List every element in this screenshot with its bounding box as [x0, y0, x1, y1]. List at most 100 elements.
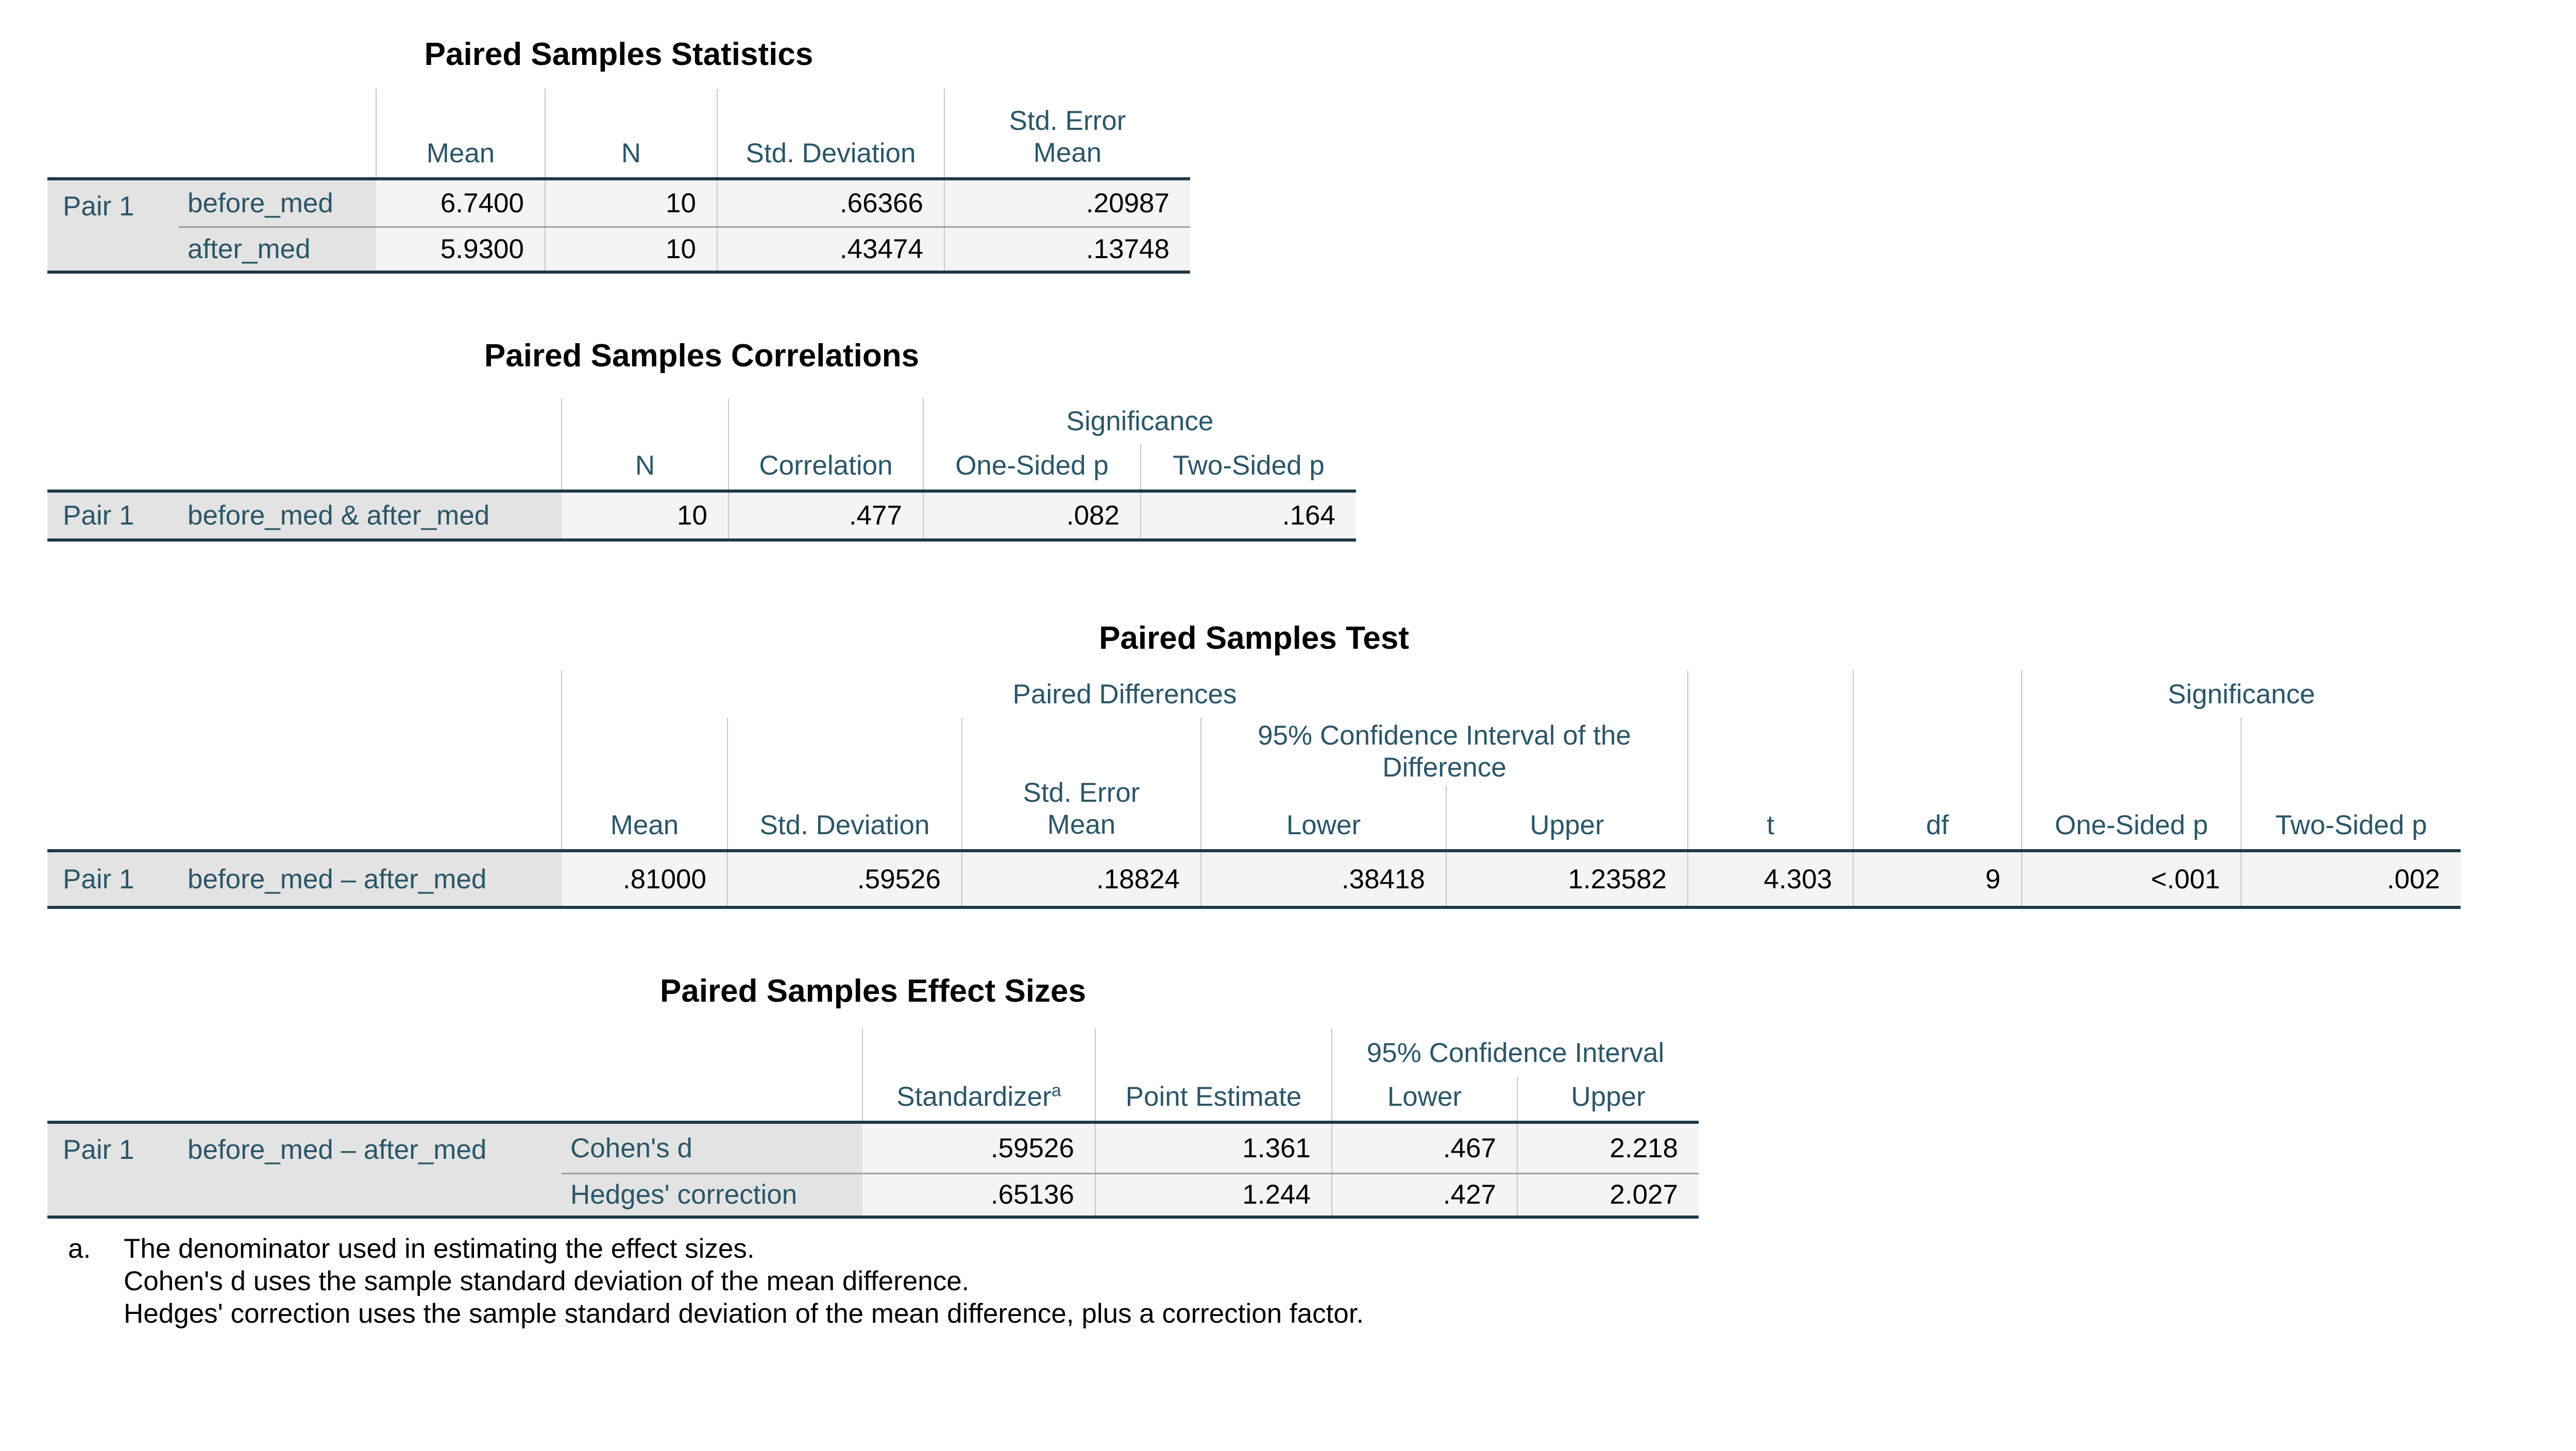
- paired-samples-correlations-table: N Correlation Significance One-Sided p T…: [47, 398, 1356, 542]
- t3-header-upper: Upper: [1445, 786, 1688, 851]
- t1-after-std-error-mean: .13748: [944, 226, 1190, 272]
- t2-header-one-sided-p: One-Sided p: [923, 444, 1141, 491]
- t3-df-value: 9: [1853, 849, 2022, 907]
- t1-before-n: 10: [545, 177, 717, 227]
- paired-samples-statistics-section: Paired Samples Statistics Mean N Std. De…: [47, 36, 1190, 274]
- t2-two-sided-p-value: .164: [1140, 490, 1356, 540]
- paired-samples-test-table: Paired Differences Significance Std. Err…: [47, 670, 2461, 909]
- t3-header-row-3: Mean Std. Deviation Lower Upper t df One…: [47, 786, 2461, 851]
- t3-one-sided-p-value: <.001: [2021, 849, 2242, 907]
- t3-header-row-2: Std. Error Mean 95% Confidence Interval …: [47, 718, 2461, 851]
- t1-before-mean: 6.7400: [376, 177, 545, 227]
- t2-data-row: Pair 1 before_med & after_med 10 .477 .0…: [47, 490, 1356, 540]
- t1-variable-before-med: before_med: [179, 177, 376, 227]
- t3-std-error-mean-value: .18824: [961, 849, 1201, 907]
- t3-std-deviation-value: .59526: [727, 849, 962, 907]
- t4-hedges-standardizer: .65136: [862, 1172, 1096, 1217]
- t3-header-significance-group: Significance: [2021, 670, 2461, 718]
- t1-pair-label: Pair 1: [47, 177, 179, 272]
- paired-samples-statistics-title: Paired Samples Statistics: [424, 37, 814, 72]
- t4-row-hedges-correction: Hedges' correction .65136 1.244 .427 2.0…: [47, 1172, 1699, 1217]
- footnote-marker: a.: [68, 1234, 91, 1264]
- t1-header-std-error-mean: Std. Error Mean: [944, 89, 1190, 179]
- t3-header-df: df: [1853, 786, 2022, 851]
- t4-cohens-upper: 2.218: [1517, 1121, 1699, 1173]
- t4-variables-label: before_med – after_med: [179, 1121, 562, 1217]
- t1-header-n: N: [545, 89, 717, 179]
- standardizer-footnote-marker: a: [1051, 1081, 1061, 1101]
- t4-header-standardizer: Standardizera: [862, 1028, 1096, 1122]
- t3-header-one-sided-p: One-Sided p: [2021, 786, 2242, 851]
- t3-mean-value: .81000: [562, 849, 727, 907]
- paired-samples-statistics-table: Mean N Std. Deviation Std. Error Mean Pa…: [47, 89, 1190, 274]
- t3-header-spacer-mean: [561, 718, 727, 786]
- paired-samples-test-section: Paired Samples Test Paired Differences S…: [47, 620, 2461, 909]
- t3-t-value: 4.303: [1687, 849, 1854, 907]
- t4-stub-header: [47, 1028, 862, 1122]
- paired-samples-effect-sizes-title: Paired Samples Effect Sizes: [659, 973, 1087, 1009]
- t1-before-std-deviation: .66366: [717, 177, 944, 227]
- t2-one-sided-p-value: .082: [923, 490, 1141, 540]
- t4-hedges-upper: 2.027: [1517, 1172, 1699, 1217]
- t2-pair-label: Pair 1: [47, 490, 179, 540]
- t4-cohens-lower: .467: [1331, 1121, 1518, 1173]
- t3-upper-value: 1.23582: [1445, 849, 1688, 907]
- t3-header-spacer-one-sided: [2021, 718, 2242, 786]
- t3-header-two-sided-p: Two-Sided p: [2241, 786, 2461, 851]
- t2-header-row-group: N Correlation Significance: [47, 398, 1356, 491]
- t2-header-correlation: Correlation: [728, 398, 923, 491]
- t3-header-std-deviation: Std. Deviation: [727, 786, 962, 851]
- paired-samples-effect-sizes-table: Standardizera Point Estimate 95% Confide…: [47, 1028, 1699, 1219]
- t4-cohens-point-estimate: 1.361: [1095, 1121, 1332, 1173]
- paired-samples-correlations-section: Paired Samples Correlations N Correlatio…: [47, 338, 1356, 542]
- t4-header-row-group: Standardizera Point Estimate 95% Confide…: [47, 1028, 1699, 1122]
- paired-samples-effect-sizes-section: Paired Samples Effect Sizes Standardizer…: [47, 973, 1699, 1219]
- t3-header-spacer-t: [1687, 670, 1854, 718]
- t3-pair-label: Pair 1: [47, 849, 179, 907]
- paired-samples-correlations-title: Paired Samples Correlations: [484, 338, 920, 374]
- t1-stub-header: [47, 89, 376, 179]
- t4-header-ci-group: 95% Confidence Interval: [1331, 1028, 1699, 1077]
- t1-after-mean: 5.9300: [376, 226, 545, 272]
- t2-header-row-sub: One-Sided p Two-Sided p: [47, 444, 1356, 491]
- t3-stub-header: [47, 670, 562, 851]
- t3-header-row-1: Paired Differences Significance: [47, 670, 2461, 718]
- t4-hedges-lower: .427: [1331, 1172, 1518, 1217]
- t1-header-std-deviation: Std. Deviation: [717, 89, 944, 179]
- t1-before-std-error-mean: .20987: [944, 177, 1190, 227]
- t1-row-after-med: after_med 5.9300 10 .43474 .13748: [47, 226, 1190, 272]
- t3-header-mean: Mean: [561, 786, 727, 851]
- paired-samples-test-title: Paired Samples Test: [1099, 620, 1409, 656]
- t1-header-row: Mean N Std. Deviation Std. Error Mean: [47, 89, 1190, 179]
- footnote: a. The denominator used in estimating the…: [68, 1233, 1364, 1330]
- t3-header-lower: Lower: [1200, 786, 1446, 851]
- t2-header-n: N: [561, 398, 728, 491]
- t2-correlation-value: .477: [728, 490, 923, 540]
- t4-header-row-sub: Lower Upper: [47, 1077, 1699, 1122]
- t3-header-spacer-two-sided: [2241, 718, 2461, 786]
- footnote-line-1: a. The denominator used in estimating the…: [68, 1233, 1364, 1265]
- t3-data-row: Pair 1 before_med – after_med .81000 .59…: [47, 849, 2461, 907]
- t4-pair-label: Pair 1: [47, 1121, 179, 1217]
- t3-header-spacer-df2: [1853, 718, 2022, 786]
- t3-header-std-error-mean: Std. Error Mean: [961, 718, 1201, 851]
- t3-header-ci-group: 95% Confidence Interval of the Differenc…: [1200, 718, 1688, 786]
- t1-row-before-med: Pair 1 before_med 6.7400 10 .66366 .2098…: [47, 177, 1190, 272]
- t2-header-two-sided-p: Two-Sided p: [1140, 444, 1356, 491]
- t2-variables-label: before_med & after_med: [179, 490, 562, 540]
- t1-after-std-deviation: .43474: [717, 226, 944, 272]
- t4-header-point-estimate: Point Estimate: [1095, 1028, 1332, 1122]
- t3-header-spacer-t2: [1687, 718, 1854, 786]
- t4-estimator-cohens-d: Cohen's d: [562, 1121, 863, 1173]
- t1-variable-after-med: after_med: [179, 226, 376, 272]
- t3-variables-label: before_med – after_med: [179, 849, 562, 907]
- t3-header-spacer-df: [1853, 670, 2022, 718]
- t4-header-upper: Upper: [1517, 1077, 1699, 1122]
- t3-two-sided-p-value: .002: [2241, 849, 2461, 907]
- t4-row-cohens-d: Pair 1 before_med – after_med Cohen's d …: [47, 1121, 1699, 1217]
- t3-header-spacer-std-deviation: [727, 718, 962, 786]
- footnote-line-3: Hedges' correction uses the sample stand…: [124, 1298, 1364, 1329]
- t1-header-mean: Mean: [376, 89, 545, 179]
- t2-stub-header: [47, 398, 562, 491]
